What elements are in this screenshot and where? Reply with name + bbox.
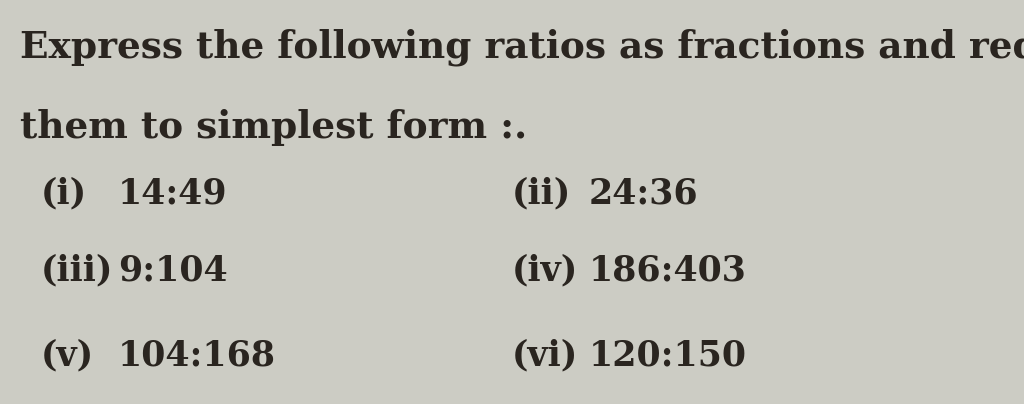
Text: them to simplest form :.: them to simplest form :. [20, 109, 527, 146]
Text: (vi): (vi) [512, 339, 579, 372]
Text: (v): (v) [41, 339, 94, 372]
Text: 24:36: 24:36 [589, 177, 698, 211]
Text: 9:104: 9:104 [118, 254, 227, 288]
Text: (iv): (iv) [512, 254, 579, 288]
Text: 120:150: 120:150 [589, 339, 746, 372]
Text: (i): (i) [41, 177, 87, 211]
Text: 14:49: 14:49 [118, 177, 227, 211]
Text: 104:168: 104:168 [118, 339, 275, 372]
Text: Express the following ratios as fractions and reduce: Express the following ratios as fraction… [20, 28, 1024, 66]
Text: (iii): (iii) [41, 254, 114, 288]
Text: (ii): (ii) [512, 177, 571, 211]
Text: 186:403: 186:403 [589, 254, 746, 288]
